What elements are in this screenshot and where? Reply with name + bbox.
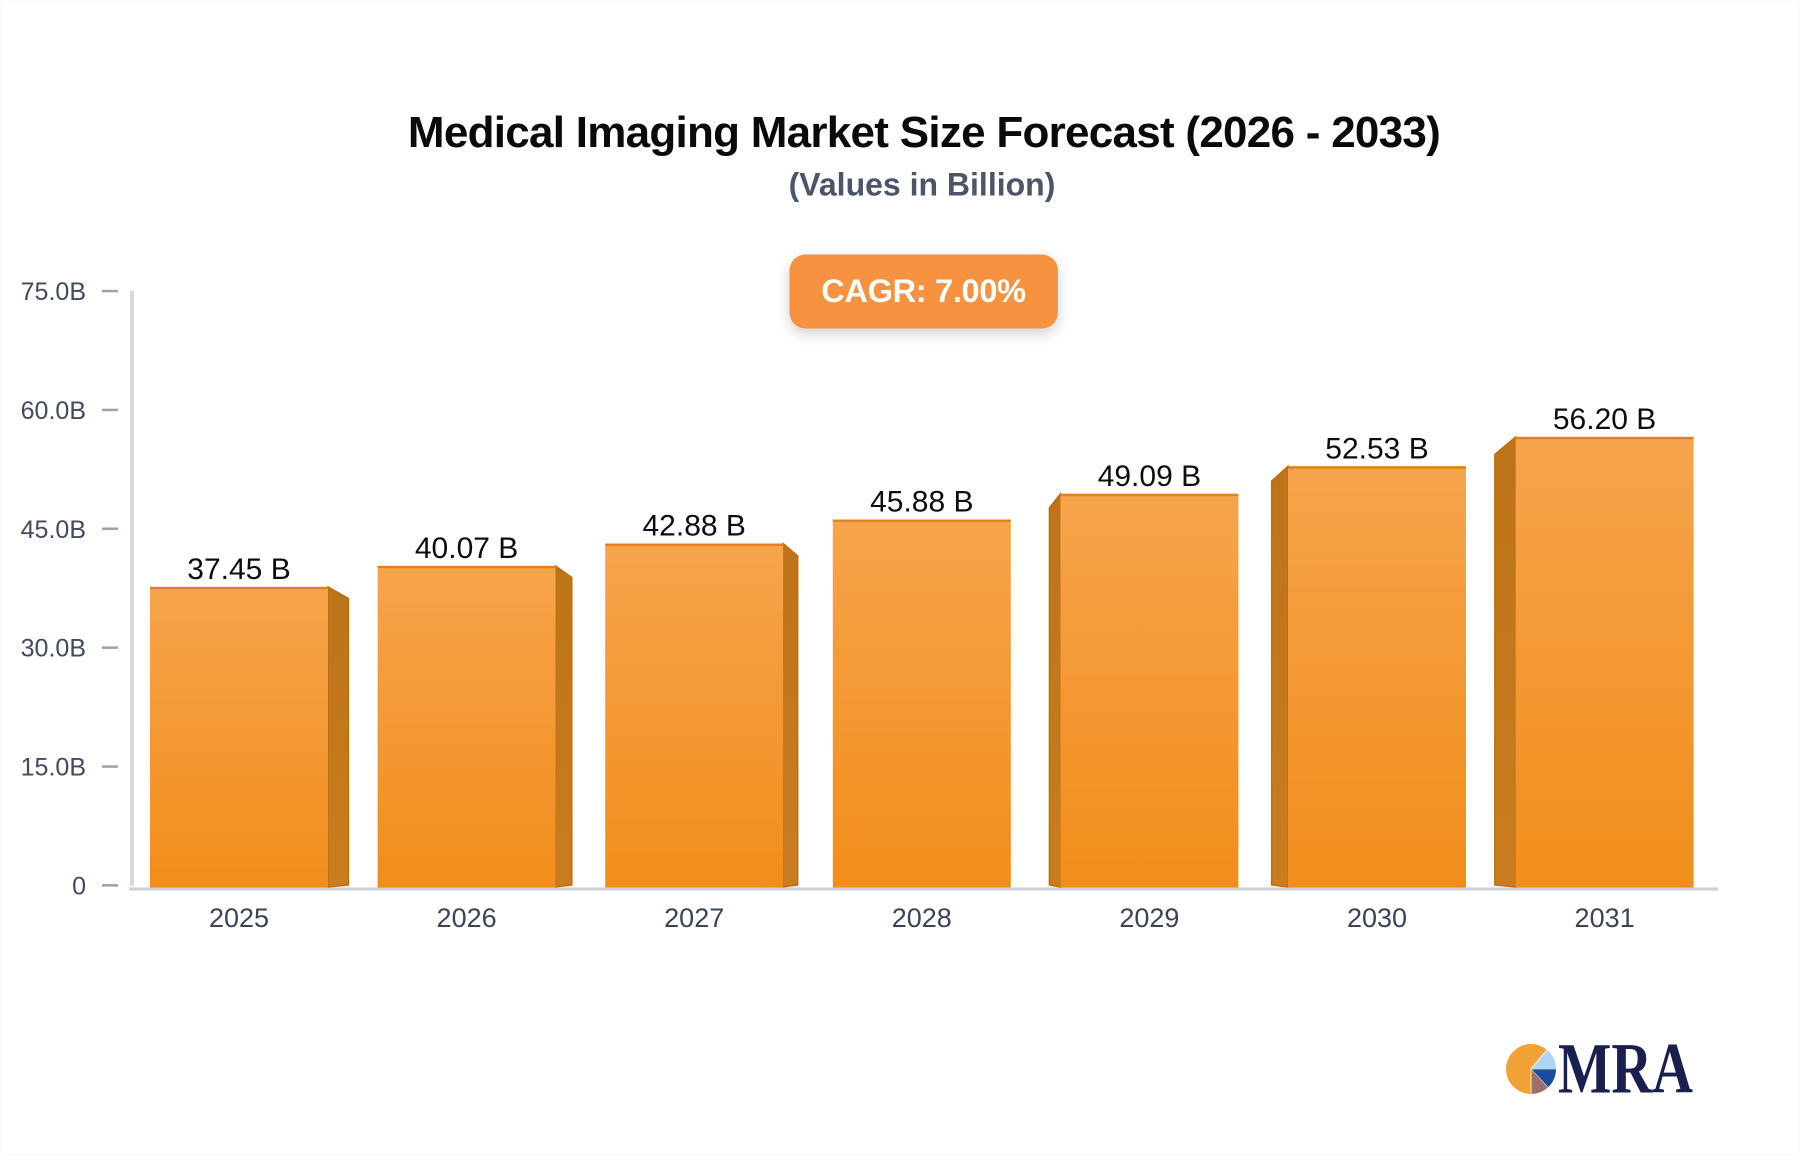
svg-text:2029: 2029 bbox=[1119, 903, 1179, 933]
svg-text:2025: 2025 bbox=[209, 903, 269, 933]
svg-text:CAGR: 7.00%: CAGR: 7.00% bbox=[821, 273, 1026, 309]
svg-text:49.09 B: 49.09 B bbox=[1098, 460, 1201, 493]
svg-text:0: 0 bbox=[72, 872, 86, 900]
svg-text:52.53 B: 52.53 B bbox=[1325, 432, 1428, 465]
svg-text:Medical Imaging Market Size Fo: Medical Imaging Market Size Forecast (20… bbox=[408, 108, 1440, 157]
svg-text:45.88 B: 45.88 B bbox=[870, 486, 973, 519]
svg-text:56.20 B: 56.20 B bbox=[1553, 403, 1656, 436]
svg-text:2028: 2028 bbox=[892, 903, 952, 933]
svg-text:42.88 B: 42.88 B bbox=[642, 510, 745, 543]
svg-text:60.0B: 60.0B bbox=[21, 397, 86, 425]
svg-text:2026: 2026 bbox=[437, 903, 497, 933]
svg-text:15.0B: 15.0B bbox=[21, 754, 86, 782]
svg-text:2030: 2030 bbox=[1347, 903, 1407, 933]
svg-text:45.0B: 45.0B bbox=[21, 516, 86, 544]
svg-text:40.07 B: 40.07 B bbox=[415, 532, 518, 565]
svg-text:37.45 B: 37.45 B bbox=[187, 553, 290, 586]
svg-text:2027: 2027 bbox=[664, 903, 724, 933]
svg-text:2031: 2031 bbox=[1575, 903, 1635, 933]
svg-text:75.0B: 75.0B bbox=[21, 278, 86, 306]
svg-text:MRA: MRA bbox=[1558, 1029, 1693, 1109]
svg-text:30.0B: 30.0B bbox=[21, 635, 86, 663]
svg-text:(Values in Billion): (Values in Billion) bbox=[789, 167, 1056, 203]
